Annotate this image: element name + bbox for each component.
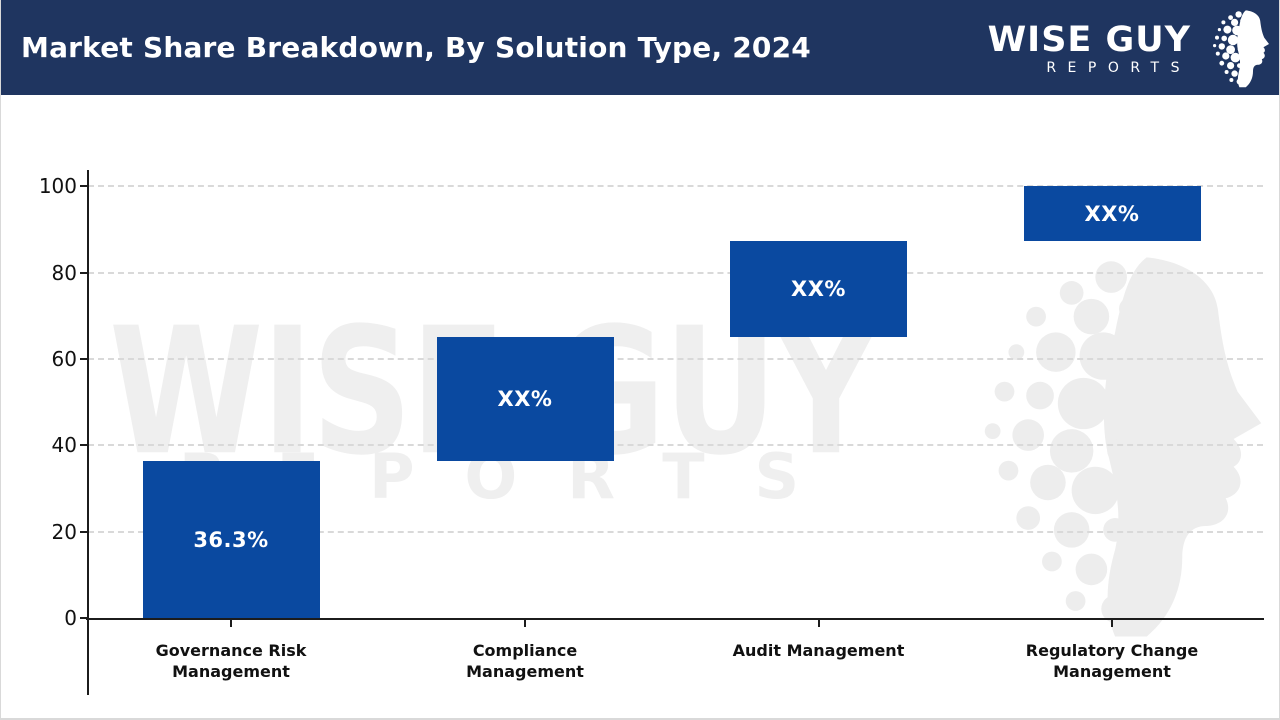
gridline-20 xyxy=(88,530,1263,533)
y-tick-mark-80 xyxy=(80,271,87,274)
y-tick-mark-40 xyxy=(80,444,87,447)
bar-2: XX% xyxy=(436,337,614,462)
y-tick-label: 0 xyxy=(64,606,77,630)
chart-plot-area: WISE GUY REPORTS 0 20 40 60 80 100 36.3% Govern… xyxy=(1,95,1279,718)
x-axis-line xyxy=(86,618,1264,620)
y-tick-mark-60 xyxy=(80,357,87,360)
y-tick-mark-100 xyxy=(80,185,87,188)
bar-3: XX% xyxy=(730,241,907,338)
gridline-40 xyxy=(88,444,1263,447)
category-label-line: Management xyxy=(466,662,584,681)
x-tick-mark xyxy=(524,619,526,627)
y-tick-label: 60 xyxy=(51,346,77,371)
gridline-80 xyxy=(88,271,1263,274)
x-tick-mark xyxy=(1111,619,1113,627)
y-tick-label: 20 xyxy=(51,519,77,544)
category-label-line: Audit Management xyxy=(732,641,905,660)
watermark-head-icon xyxy=(984,257,1262,637)
category-label-line: Compliance xyxy=(472,641,578,660)
page-title: Market Share Breakdown, By Solution Type… xyxy=(21,31,811,64)
bar-4: XX% xyxy=(1023,186,1201,242)
logo-text: WISE GUY REPORTS xyxy=(988,21,1191,76)
y-tick-label: 80 xyxy=(51,260,77,285)
category-label-line: Management xyxy=(1053,662,1171,681)
y-tick-mark-0 xyxy=(80,617,87,619)
y-axis-line xyxy=(87,170,89,695)
y-tick-label: 100 xyxy=(38,174,77,199)
y-tick-mark-20 xyxy=(80,530,87,533)
x-tick-mark xyxy=(230,619,232,627)
bar-1: 36.3% xyxy=(142,461,320,618)
bar-value-label: XX% xyxy=(1084,201,1140,226)
bar-value-label: XX% xyxy=(791,277,846,302)
x-tick-mark xyxy=(817,619,820,627)
dotted-head-icon xyxy=(1213,10,1269,88)
logo-wordmark: WISE GUY xyxy=(987,19,1191,60)
category-label-line: Regulatory Change xyxy=(1025,641,1199,660)
category-label: Audit Management xyxy=(699,640,939,661)
logo-subtitle: REPORTS xyxy=(1046,59,1191,76)
category-label: Governance Risk Management xyxy=(111,640,351,682)
wise-guy-reports-logo: WISE GUY REPORTS xyxy=(988,4,1273,92)
gridline-60 xyxy=(88,357,1263,360)
category-label-line: Governance Risk xyxy=(155,641,307,660)
category-label-line: Management xyxy=(172,662,290,681)
bar-value-label: 36.3% xyxy=(193,527,269,552)
header-bar: Market Share Breakdown, By Solution Type… xyxy=(1,0,1279,95)
bar-value-label: XX% xyxy=(497,387,553,412)
category-label: Regulatory Change Management xyxy=(992,640,1232,682)
y-tick-label: 40 xyxy=(51,433,77,458)
category-label: Compliance Management xyxy=(405,640,645,682)
gridline-100 xyxy=(88,185,1263,188)
